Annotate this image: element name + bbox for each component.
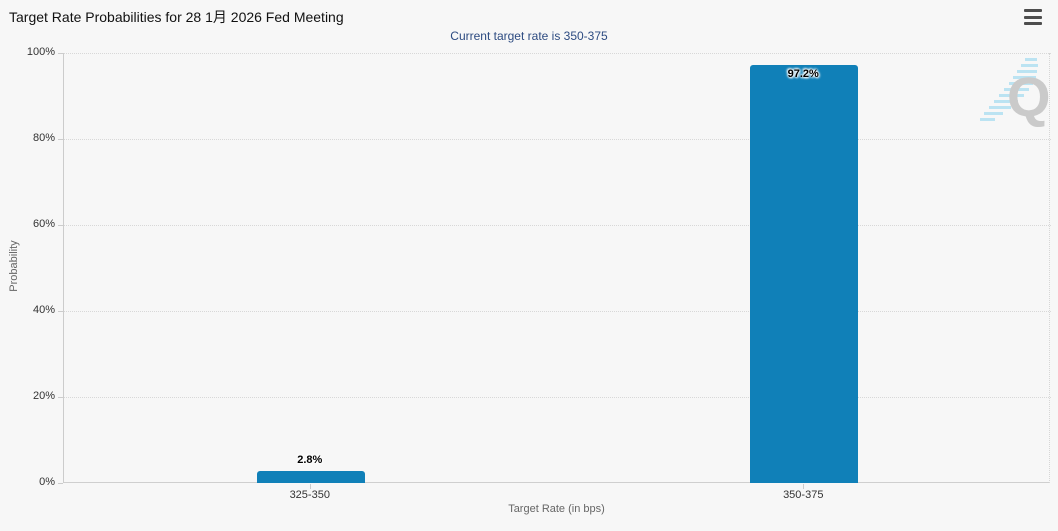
y-tick-mark (58, 483, 63, 484)
plot-area (63, 53, 1051, 483)
y-tick-label: 40% (32, 304, 55, 316)
probability-bar[interactable] (256, 471, 365, 483)
chart-subtitle: Current target rate is 350-375 (450, 29, 608, 43)
y-tick-mark (58, 311, 63, 312)
probability-bar[interactable] (750, 65, 859, 483)
y-gridline (64, 397, 1051, 398)
hamburger-bar (1024, 15, 1042, 19)
hamburger-bar (1024, 22, 1042, 25)
bar-value-label: 97.2% (787, 68, 819, 80)
y-tick-mark (58, 53, 63, 54)
y-axis-title: Probability (8, 240, 20, 292)
hamburger-menu-icon[interactable] (1024, 9, 1042, 25)
y-tick-label: 60% (32, 218, 55, 230)
y-tick-mark (58, 225, 63, 226)
y-gridline (64, 53, 1051, 54)
x-tick-label: 350-375 (783, 489, 824, 501)
y-gridline (64, 311, 1051, 312)
y-gridline (64, 139, 1051, 140)
y-tick-mark (58, 397, 63, 398)
x-tick-label: 325-350 (289, 489, 330, 501)
y-tick-mark (58, 139, 63, 140)
y-tick-label: 80% (32, 132, 55, 144)
x-axis-title: Target Rate (in bps) (508, 503, 605, 515)
page-title: Target Rate Probabilities for 28 1月 2026… (9, 9, 344, 25)
plot-right-gridline (1049, 53, 1050, 483)
y-tick-label: 20% (32, 390, 55, 402)
x-tick-mark (309, 484, 311, 489)
x-tick-mark (803, 484, 805, 489)
y-tick-label: 100% (26, 46, 55, 58)
y-gridline (64, 225, 1051, 226)
y-tick-label: 0% (39, 476, 55, 488)
hamburger-bar (1024, 9, 1042, 12)
bar-value-label: 2.8% (297, 454, 323, 466)
